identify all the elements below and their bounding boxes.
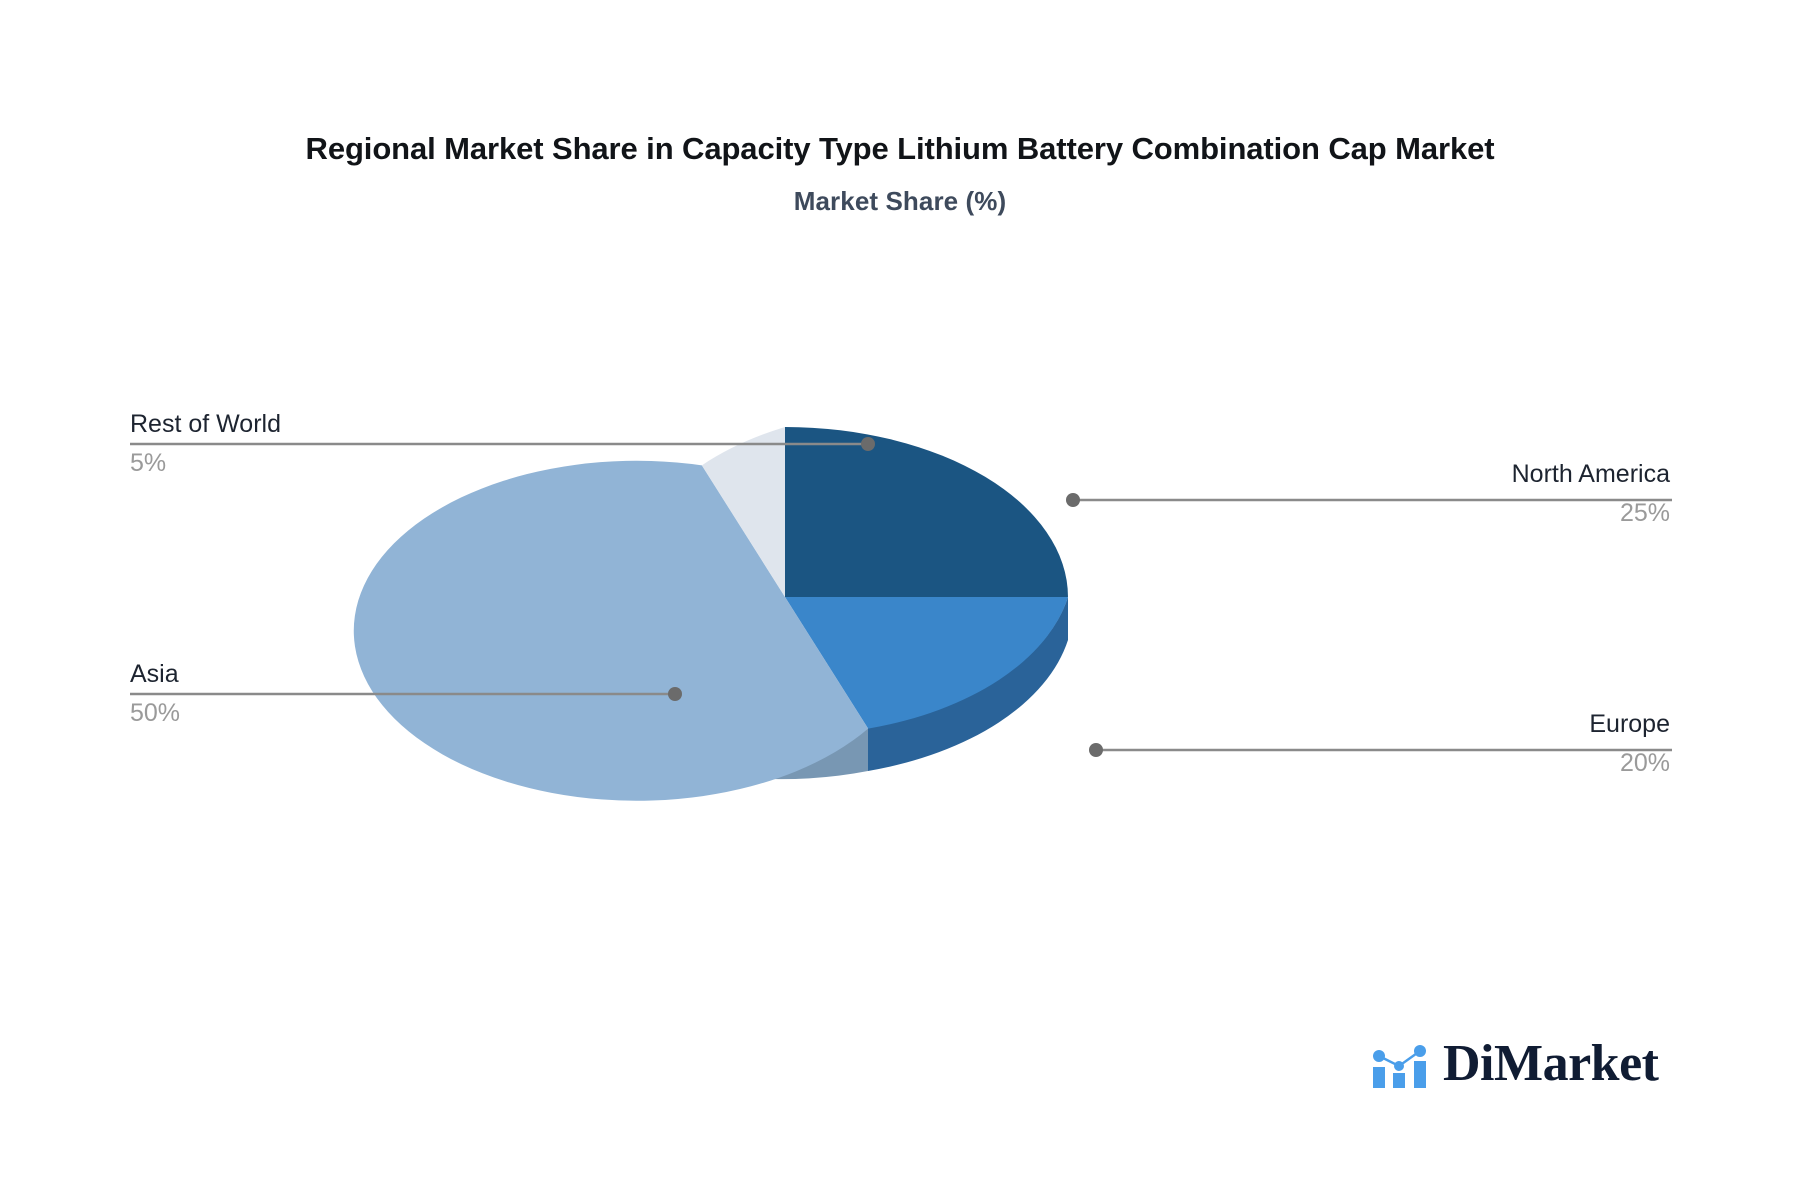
callout-label-europe: Europe (1589, 710, 1670, 738)
callout-rest-of-world: Rest of World 5% (130, 410, 530, 478)
callout-europe: Europe 20% (1270, 710, 1670, 778)
callout-value-north-america: 25% (1619, 498, 1670, 527)
callout-value-asia: 50% (130, 698, 181, 727)
callout-north-america: North America 25% (1270, 460, 1670, 528)
pie-depth-europe (868, 597, 1068, 771)
leader-dot-north-america (1066, 493, 1080, 507)
dimarket-logo: DiMarket (1372, 1035, 1659, 1092)
pie-top-face (353, 427, 1068, 801)
callout-label-north-america: North America (1511, 460, 1670, 488)
callout-label-rest-of-world: Rest of World (130, 410, 281, 438)
chart-title: Regional Market Share in Capacity Type L… (305, 131, 1495, 166)
leader-dot-asia (668, 687, 682, 701)
leader-dot-rest-of-world (861, 437, 875, 451)
leader-dot-europe (1089, 743, 1103, 757)
callout-value-rest-of-world: 5% (130, 448, 167, 477)
pie-slice-asia[interactable] (353, 460, 869, 801)
callout-asia: Asia 50% (130, 660, 530, 728)
bar-chart-logo-icon (1373, 1045, 1426, 1088)
chart-subtitle: Market Share (%) (793, 185, 1007, 216)
title-block: Regional Market Share in Capacity Type L… (0, 130, 1800, 217)
pie-slice-europe[interactable] (785, 597, 1068, 729)
pie-slice-north-america[interactable] (785, 427, 1068, 597)
logo-wordmark: DiMarket (1443, 1035, 1659, 1092)
leader-lines (130, 437, 1672, 757)
pie-slice-rest-of-world[interactable] (701, 427, 785, 597)
callout-value-europe: 20% (1619, 748, 1670, 777)
callout-label-asia: Asia (130, 660, 179, 688)
